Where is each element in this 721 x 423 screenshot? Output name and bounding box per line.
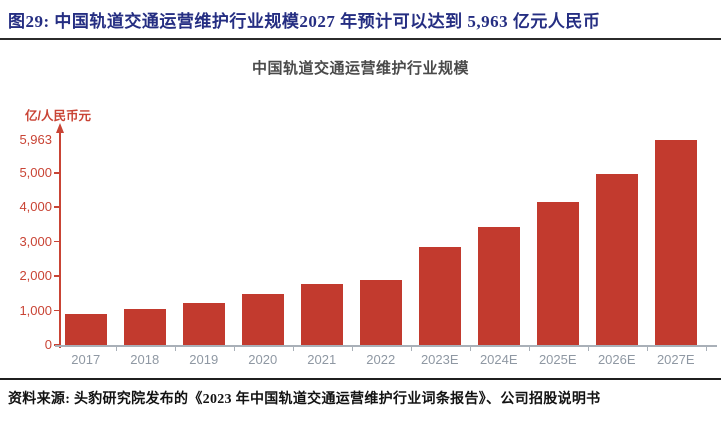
- y-tick-label: 2,000: [19, 268, 52, 284]
- chart-title: 中国轨道交通运营维护行业规模: [251, 60, 469, 77]
- x-label-2022: 2022: [366, 352, 396, 367]
- x-label-2018: 2018: [130, 352, 160, 367]
- x-tick-mark: [292, 347, 294, 351]
- x-tick-mark: [233, 347, 235, 351]
- y-axis-line: [59, 132, 61, 348]
- x-label-2023E: 2023E: [420, 352, 459, 367]
- bar-2023E: [419, 247, 461, 345]
- y-tick-mark: [54, 344, 59, 346]
- x-tick-mark: [410, 347, 412, 351]
- footer-divider-line: [0, 378, 721, 380]
- x-label-2027E: 2027E: [656, 352, 695, 367]
- y-tick-label: 3,000: [19, 233, 52, 249]
- y-tick-label: 5,000: [19, 165, 52, 181]
- figure-caption: 图29: 中国轨道交通运营维护行业规模2027 年预计可以达到 5,963 亿元…: [8, 12, 601, 31]
- x-tick-mark: [705, 347, 707, 351]
- source-text: 资料来源: 头豹研究院发布的《2023 年中国轨道交通运营维护行业词条报告》、公…: [8, 392, 601, 407]
- y-tick-mark: [54, 309, 59, 312]
- x-tick-mark: [351, 347, 353, 351]
- y-axis-unit-label: 亿/人民币元: [25, 109, 91, 123]
- bar-2017: [65, 314, 107, 345]
- y-tick-label: 5,963: [19, 132, 52, 147]
- bar-2022: [360, 280, 402, 345]
- y-axis-arrow-icon: [55, 123, 64, 133]
- bar-2020: [242, 294, 284, 345]
- x-label-2019: 2019: [189, 352, 219, 367]
- bar-2025E: [537, 202, 579, 345]
- bar-2027E: [655, 140, 697, 345]
- y-tick-label: 1,000: [19, 302, 52, 318]
- bar-2021: [301, 284, 343, 345]
- y-tick-mark: [54, 275, 59, 277]
- x-tick-mark: [115, 347, 117, 351]
- x-tick-mark: [469, 347, 471, 351]
- x-tick-mark: [646, 347, 648, 351]
- y-tick-label: 0: [44, 337, 52, 352]
- x-label-2025E: 2025E: [538, 352, 577, 367]
- bar-2018: [124, 309, 166, 345]
- y-tick-mark: [54, 240, 59, 243]
- x-tick-mark: [174, 347, 176, 351]
- y-tick-mark: [54, 206, 59, 208]
- x-label-2026E: 2026E: [597, 352, 636, 367]
- x-label-2021: 2021: [307, 352, 337, 367]
- x-tick-mark: [528, 347, 530, 351]
- x-label-2024E: 2024E: [479, 352, 518, 367]
- x-label-2020: 2020: [248, 352, 278, 367]
- header-divider-line: [0, 38, 721, 40]
- bar-2026E: [596, 174, 638, 345]
- x-axis-line: [55, 345, 717, 347]
- bar-2019: [183, 302, 225, 345]
- x-label-2017: 2017: [71, 352, 101, 367]
- x-tick-mark: [587, 347, 589, 351]
- bar-2024E: [478, 227, 520, 345]
- y-tick-label: 4,000: [19, 199, 52, 215]
- y-tick-mark: [54, 172, 59, 174]
